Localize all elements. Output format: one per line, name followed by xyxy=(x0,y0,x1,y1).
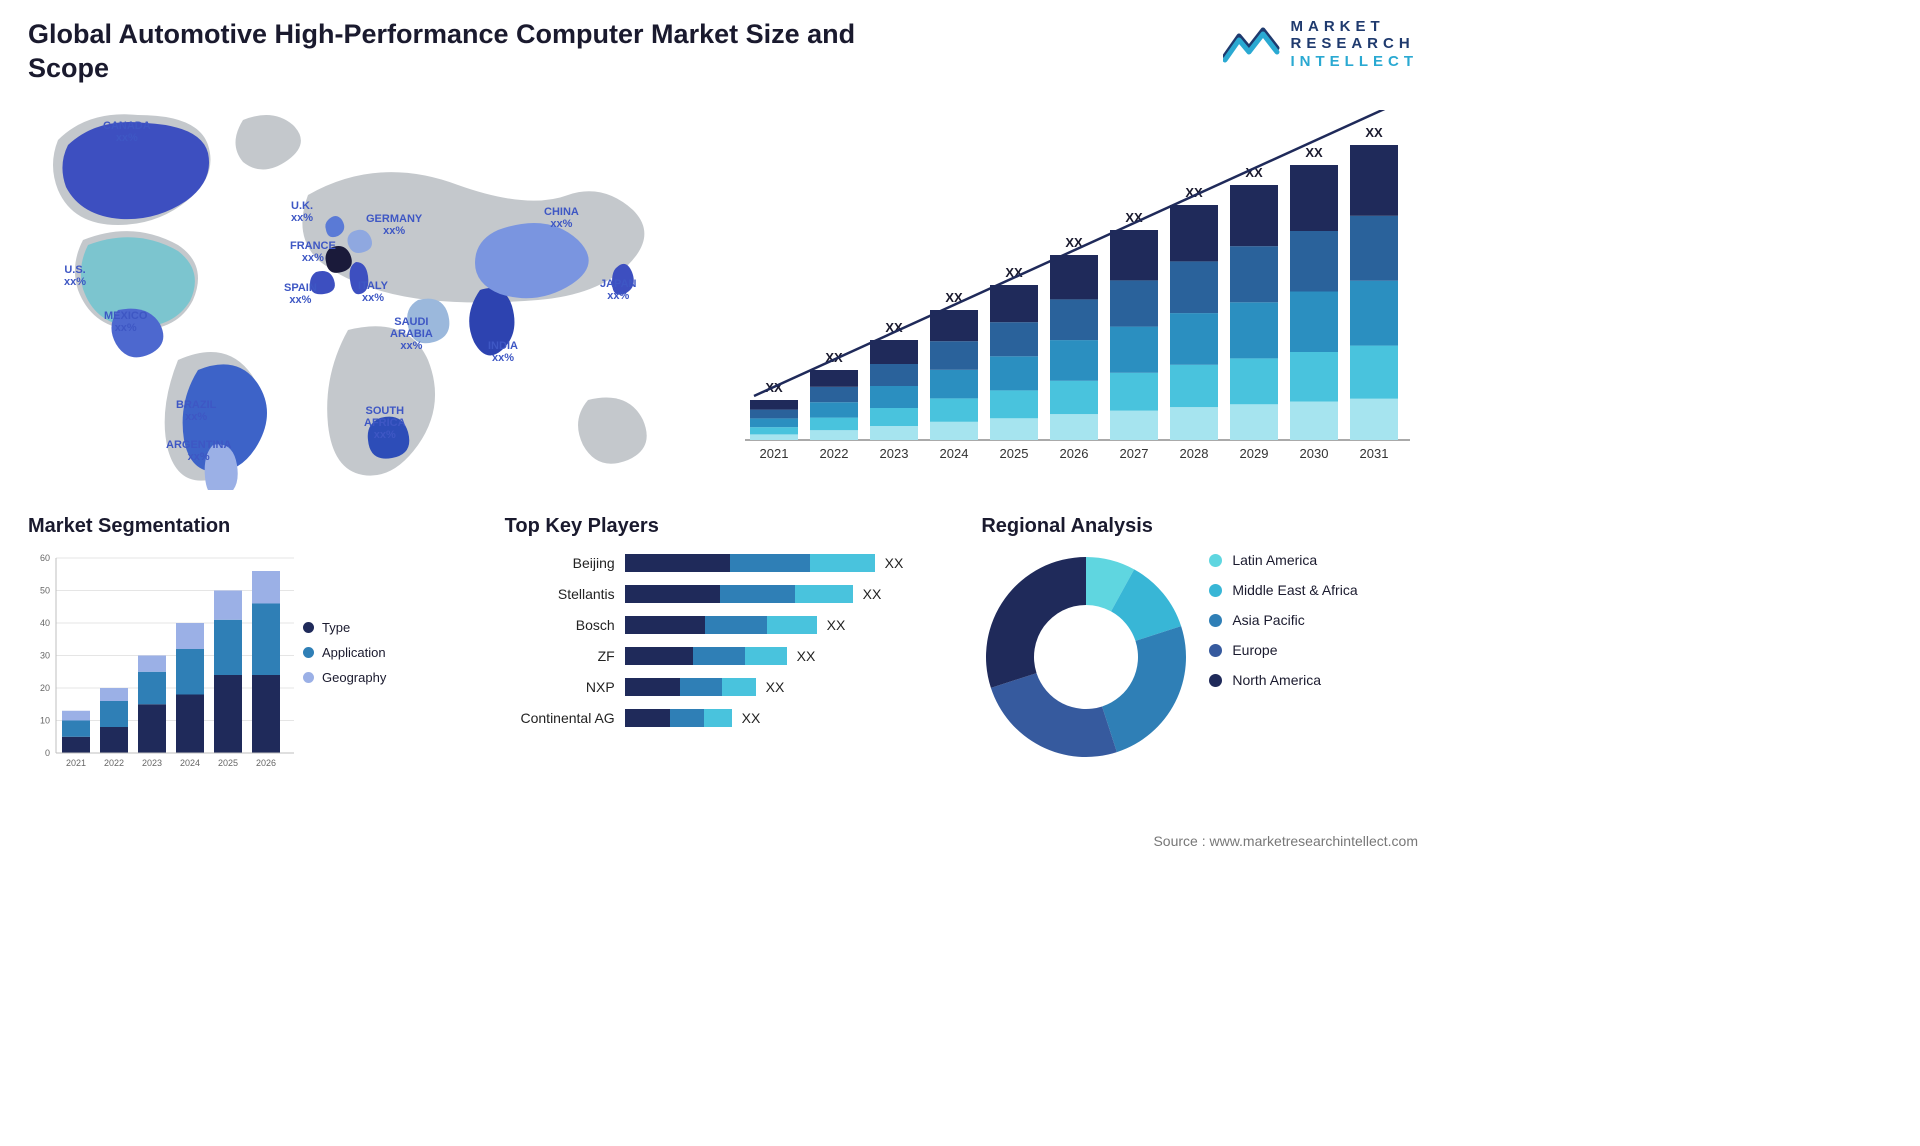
logo-text-1: MARKET xyxy=(1291,18,1419,35)
segmentation-chart: 0 10 20 30 40 50 60 2021 2022 2023 2024 2025 2026 xyxy=(28,552,298,777)
svg-text:20: 20 xyxy=(40,683,50,693)
player-row: Beijing XX xyxy=(505,552,935,574)
svg-text:2024: 2024 xyxy=(940,446,969,461)
growth-chart: XX2021XX2022XX2023XX2024XX2025XX2026XX20… xyxy=(730,110,1410,470)
player-label: Beijing xyxy=(505,555,625,571)
svg-text:10: 10 xyxy=(40,716,50,726)
map-label: MEXICOxx% xyxy=(104,310,147,334)
map-label: U.S.xx% xyxy=(64,264,86,288)
players-section: Top Key Players BeijingXXStellantisXXBos… xyxy=(505,515,942,782)
player-bar xyxy=(625,585,853,603)
player-bar xyxy=(625,709,732,727)
regional-donut xyxy=(981,552,1191,762)
player-bar xyxy=(625,616,817,634)
players-chart: BeijingXXStellantisXXBoschXXZFXXNXPXXCon… xyxy=(505,552,935,782)
player-value: XX xyxy=(797,648,816,664)
svg-text:2024: 2024 xyxy=(180,758,200,768)
player-label: ZF xyxy=(505,648,625,664)
legend-item: Latin America xyxy=(1209,552,1357,568)
svg-text:2022: 2022 xyxy=(104,758,124,768)
svg-text:40: 40 xyxy=(40,618,50,628)
svg-text:XX: XX xyxy=(1305,145,1323,160)
svg-text:XX: XX xyxy=(1365,125,1383,140)
player-value: XX xyxy=(766,679,785,695)
svg-text:2023: 2023 xyxy=(880,446,909,461)
player-row: Stellantis XX xyxy=(505,583,935,605)
player-label: Bosch xyxy=(505,617,625,633)
legend-item: Geography xyxy=(303,670,386,685)
svg-text:2030: 2030 xyxy=(1300,446,1329,461)
legend-item: Asia Pacific xyxy=(1209,612,1357,628)
legend-item: North America xyxy=(1209,672,1357,688)
svg-text:0: 0 xyxy=(45,748,50,758)
regional-section: Regional Analysis Latin America Middle Ea… xyxy=(981,515,1418,782)
svg-text:2025: 2025 xyxy=(1000,446,1029,461)
player-label: Continental AG xyxy=(505,710,625,726)
map-label: BRAZILxx% xyxy=(176,399,216,423)
map-label: FRANCExx% xyxy=(290,240,336,264)
player-bar xyxy=(625,554,875,572)
player-row: ZF XX xyxy=(505,645,935,667)
segmentation-section: Market Segmentation 0 10 20 30 40 50 60 2021 202… xyxy=(28,515,465,782)
legend-item: Europe xyxy=(1209,642,1357,658)
svg-text:2026: 2026 xyxy=(256,758,276,768)
player-label: Stellantis xyxy=(505,586,625,602)
player-value: XX xyxy=(885,555,904,571)
map-label: U.K.xx% xyxy=(291,200,313,224)
player-label: NXP xyxy=(505,679,625,695)
svg-text:2029: 2029 xyxy=(1240,446,1269,461)
legend-item: Application xyxy=(303,645,386,660)
svg-text:2025: 2025 xyxy=(218,758,238,768)
map-label: GERMANYxx% xyxy=(366,213,422,237)
player-bar xyxy=(625,678,756,696)
svg-text:2027: 2027 xyxy=(1120,446,1149,461)
map-label: ITALYxx% xyxy=(358,280,388,304)
map-label: CHINAxx% xyxy=(544,206,579,230)
svg-text:2031: 2031 xyxy=(1360,446,1389,461)
map-label: CANADAxx% xyxy=(103,120,151,144)
map-label: INDIAxx% xyxy=(488,340,518,364)
player-value: XX xyxy=(742,710,761,726)
brand-logo: MARKET RESEARCH INTELLECT xyxy=(1223,18,1419,70)
map-label: SPAINxx% xyxy=(284,282,317,306)
player-value: XX xyxy=(827,617,846,633)
logo-mark-icon xyxy=(1223,22,1283,66)
player-row: NXP XX xyxy=(505,676,935,698)
players-title: Top Key Players xyxy=(505,515,942,538)
svg-text:2023: 2023 xyxy=(142,758,162,768)
player-bar xyxy=(625,647,787,665)
svg-text:50: 50 xyxy=(40,586,50,596)
svg-text:2022: 2022 xyxy=(820,446,849,461)
svg-text:30: 30 xyxy=(40,651,50,661)
player-row: Bosch XX xyxy=(505,614,935,636)
player-row: Continental AG XX xyxy=(505,707,935,729)
svg-text:60: 60 xyxy=(40,553,50,563)
source-line: Source : www.marketresearchintellect.com xyxy=(1153,833,1418,849)
segmentation-legend: Type Application Geography xyxy=(303,620,386,695)
legend-item: Type xyxy=(303,620,386,635)
world-map: CANADAxx% U.S.xx% MEXICOxx% BRAZILxx% ARGENT… xyxy=(28,100,708,490)
player-value: XX xyxy=(863,586,882,602)
map-label: ARGENTINAxx% xyxy=(166,439,231,463)
logo-text-3: INTELLECT xyxy=(1291,53,1419,70)
svg-text:2026: 2026 xyxy=(1060,446,1089,461)
legend-item: Middle East & Africa xyxy=(1209,582,1357,598)
svg-text:2021: 2021 xyxy=(760,446,789,461)
map-label: JAPANxx% xyxy=(600,278,636,302)
logo-text-2: RESEARCH xyxy=(1291,35,1419,52)
page-title: Global Automotive High-Performance Compu… xyxy=(28,18,928,86)
svg-text:2028: 2028 xyxy=(1180,446,1209,461)
segmentation-title: Market Segmentation xyxy=(28,515,465,538)
regional-legend: Latin America Middle East & Africa Asia Pa… xyxy=(1209,552,1357,702)
map-label: SAUDIARABIAxx% xyxy=(390,316,433,352)
svg-text:2021: 2021 xyxy=(66,758,86,768)
regional-title: Regional Analysis xyxy=(981,515,1418,538)
map-label: SOUTHAFRICAxx% xyxy=(364,405,406,441)
